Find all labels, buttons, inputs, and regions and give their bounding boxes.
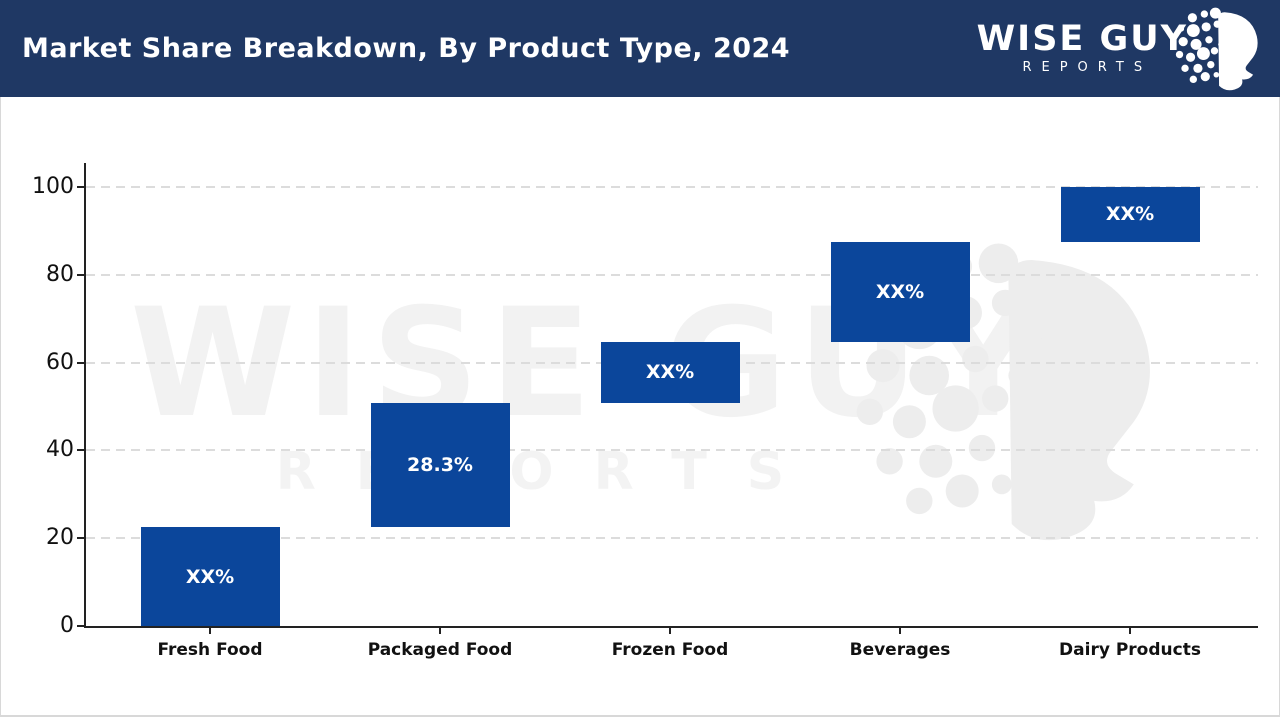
left-border [0, 97, 1, 717]
y-tick-label: 20 [46, 525, 74, 551]
bar-packaged-food: 28.3% [370, 402, 510, 528]
bar-fresh-food: XX% [140, 527, 280, 626]
gridline-y-80 [86, 273, 1258, 276]
bar-frozen-food: XX% [600, 341, 740, 403]
x-tick-label: Beverages [849, 640, 951, 660]
x-tick-label: Dairy Products [1059, 640, 1201, 660]
bar-value-label: XX% [875, 280, 925, 303]
y-tick-label: 60 [46, 349, 74, 375]
brand-logo-text: WISE GUY REPORTS [976, 19, 1188, 76]
brand-name: WISE GUY [976, 19, 1188, 59]
gridline-y-100 [86, 186, 1258, 188]
x-tick-label: Fresh Food [157, 640, 263, 660]
y-axis-spine [84, 163, 86, 628]
bar-value-label: 28.3% [407, 454, 473, 477]
bar-value-label: XX% [1105, 203, 1155, 226]
y-tick-mark [77, 186, 84, 188]
plot-area: WISE GUY REPORTS 0 20 40 60 80 100 XX% Fresh Fo… [0, 97, 1280, 720]
x-tick-mark [1129, 627, 1131, 634]
gridline-y-40 [86, 449, 1258, 452]
y-tick-label: 80 [46, 261, 74, 287]
bar-dairy-products: XX% [1060, 187, 1200, 242]
y-tick-label: 0 [60, 613, 74, 638]
bar-value-label: XX% [645, 361, 695, 384]
y-tick-mark [77, 625, 84, 627]
x-tick-mark [209, 627, 211, 634]
chart-title: Market Share Breakdown, By Product Type,… [22, 33, 791, 64]
brand-logo: WISE GUY REPORTS [977, 6, 1266, 92]
y-tick-label: 100 [32, 174, 74, 199]
x-tick-mark [439, 627, 441, 634]
y-tick-label: 40 [46, 437, 74, 463]
x-tick-label: Frozen Food [611, 640, 729, 660]
bottom-border [0, 715, 1280, 717]
x-tick-label: Packaged Food [367, 640, 513, 660]
y-tick-mark [77, 361, 84, 364]
x-tick-mark [899, 627, 901, 634]
y-tick-mark [77, 273, 84, 276]
header-bar: Market Share Breakdown, By Product Type,… [0, 0, 1280, 97]
bar-beverages: XX% [830, 241, 970, 342]
x-tick-mark [669, 627, 671, 634]
brand-subtitle: REPORTS [1022, 60, 1153, 75]
logo-head-icon [1175, 7, 1258, 90]
y-tick-mark [77, 449, 84, 452]
y-tick-mark [77, 537, 84, 540]
watermark-text: WISE GUY [130, 277, 1048, 451]
x-axis-spine [84, 626, 1258, 628]
bar-value-label: XX% [185, 565, 235, 588]
gridline-y-20 [86, 537, 1258, 540]
